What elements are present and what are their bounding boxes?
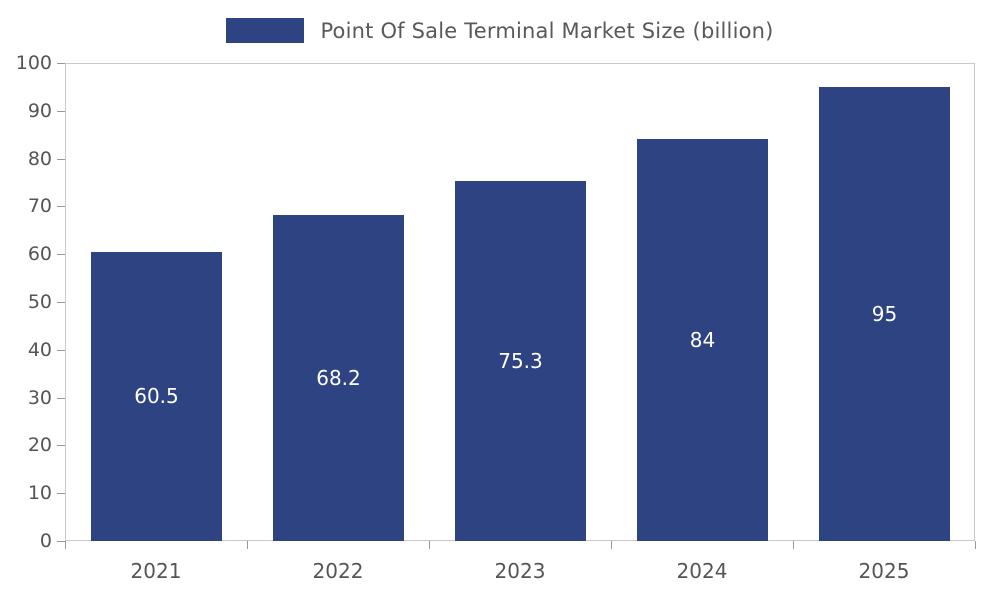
y-tick-mark: [57, 302, 65, 303]
y-tick-mark: [57, 206, 65, 208]
bar-value-label: 75.3: [498, 349, 543, 373]
bar-value-label: 68.2: [316, 366, 361, 390]
y-tick-label: 20: [27, 434, 52, 457]
x-tick-mark: [429, 541, 430, 549]
x-tick-mark: [793, 541, 794, 549]
bar: [455, 181, 586, 541]
y-tick-mark: [57, 110, 65, 112]
y-tick-mark: [57, 541, 65, 542]
y-tick-label: 10: [27, 482, 52, 505]
x-tick-label: 2023: [494, 559, 546, 583]
x-tick-mark: [247, 541, 248, 549]
y-tick-label: 90: [27, 99, 52, 122]
x-tick-label: 2024: [676, 559, 728, 583]
bar: [819, 86, 950, 541]
legend-swatch: [226, 18, 305, 43]
bar: [91, 251, 222, 541]
y-tick-label: 30: [27, 386, 52, 409]
legend: Point Of Sale Terminal Market Size (bill…: [0, 18, 1000, 43]
bar-value-label: 95: [871, 302, 898, 326]
y-tick-mark: [57, 158, 65, 160]
y-tick-mark: [57, 349, 65, 351]
bar-value-label: 60.5: [134, 384, 179, 408]
y-tick-label: 0: [39, 530, 52, 552]
x-tick-mark: [611, 541, 612, 549]
x-tick-label: 2021: [130, 559, 182, 583]
y-tick-mark: [57, 445, 65, 447]
y-tick-mark: [57, 397, 65, 399]
y-tick-label: 40: [27, 338, 52, 361]
y-tick-label: 80: [27, 147, 52, 170]
y-tick-mark: [57, 63, 65, 64]
y-tick-label: 60: [27, 243, 52, 266]
y-tick-mark: [57, 493, 65, 495]
chart-title: Point Of Sale Terminal Market Size (bill…: [320, 18, 774, 43]
y-tick-mark: [57, 254, 65, 256]
bar: [273, 215, 404, 541]
x-tick-label: 2022: [312, 559, 364, 583]
x-tick-mark: [65, 541, 66, 549]
x-tick-label: 2025: [858, 559, 910, 583]
y-tick-label: 70: [27, 195, 52, 218]
y-tick-label: 50: [27, 291, 52, 313]
bar-value-label: 84: [689, 328, 716, 352]
y-tick-label: 100: [15, 52, 52, 74]
bar: [637, 139, 768, 541]
x-tick-mark: [975, 541, 976, 549]
